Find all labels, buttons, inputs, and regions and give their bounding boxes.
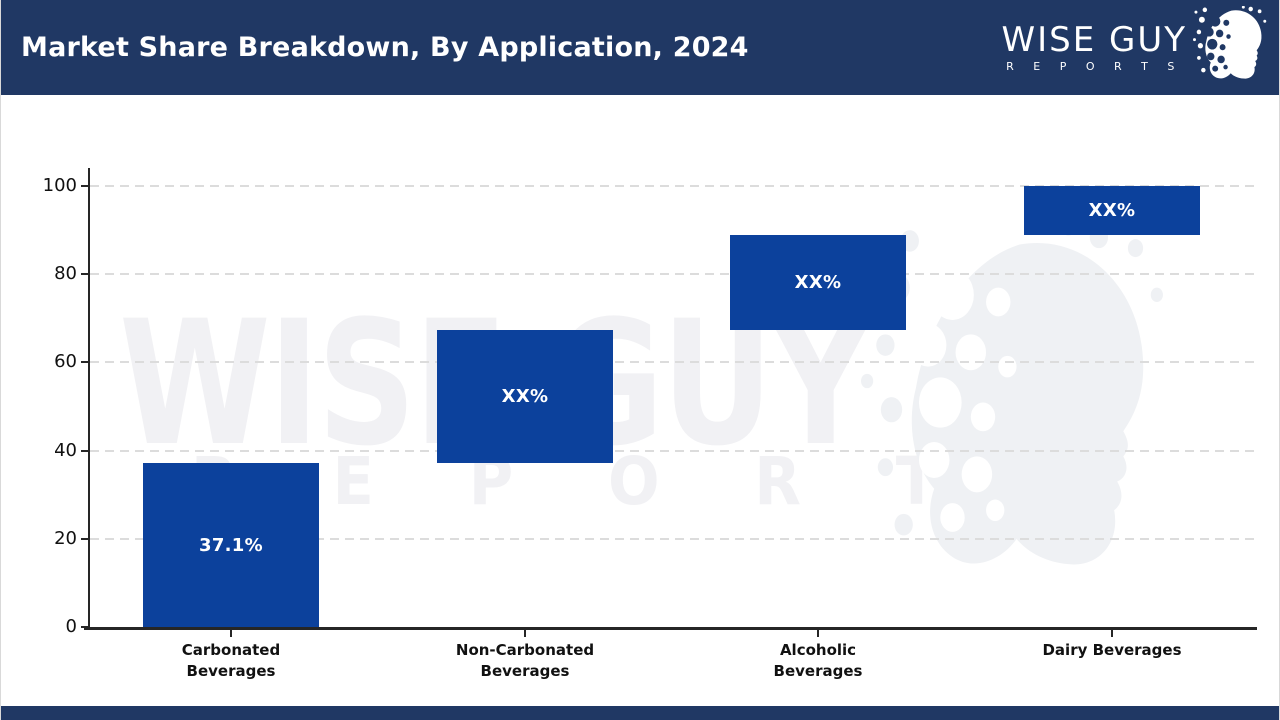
y-tick-label: 40 xyxy=(54,440,77,461)
y-axis-tick xyxy=(81,273,89,275)
page-title: Market Share Breakdown, By Application, … xyxy=(21,32,749,63)
y-tick-label: 0 xyxy=(65,616,77,637)
logo-subtext: R E P O R T S xyxy=(1006,59,1183,73)
y-axis-tick xyxy=(81,450,89,452)
watermark-face-icon xyxy=(861,223,1163,565)
x-axis-line xyxy=(84,627,1257,630)
y-axis-tick xyxy=(81,361,89,363)
y-axis-tick xyxy=(81,538,89,540)
brand-logo: WISE GUY R E P O R T S xyxy=(1001,5,1267,90)
category-label: Alcoholic Beverages xyxy=(773,641,863,680)
bar-value-label: XX% xyxy=(1088,200,1136,221)
bar-value-label: XX% xyxy=(501,386,549,407)
bar-value-label: 37.1% xyxy=(199,534,263,556)
gridline-y100 xyxy=(90,185,1257,187)
gridline-y40 xyxy=(90,450,1257,452)
y-tick-label: 80 xyxy=(54,263,77,284)
category-label: Non-Carbonated Beverages xyxy=(455,641,595,680)
logo-wordmark: WISE GUY xyxy=(1001,19,1187,60)
y-tick-label: 60 xyxy=(54,351,77,372)
y-axis-line xyxy=(88,168,90,630)
logo-face-icon xyxy=(1193,5,1267,79)
x-axis-tick xyxy=(1111,630,1113,637)
bar-4: XX% xyxy=(1024,186,1200,235)
gridline-y20 xyxy=(90,538,1257,540)
category-label: Dairy Beverages xyxy=(1042,641,1182,659)
x-axis-tick xyxy=(817,630,819,637)
gridline-y80 xyxy=(90,273,1257,275)
y-tick-label: 20 xyxy=(54,528,77,549)
x-axis-tick xyxy=(230,630,232,637)
footer-bar xyxy=(1,706,1279,720)
y-axis-tick xyxy=(81,185,89,187)
category-label: Carbonated Beverages xyxy=(181,641,281,680)
chart-area: WISE GUY R E P O R T S 0 20 40 60 80 100 37.1%… xyxy=(1,95,1279,706)
bar-2: XX% xyxy=(437,330,613,463)
header-bar: Market Share Breakdown, By Application, … xyxy=(1,0,1279,95)
logo-wordmark-block: WISE GUY R E P O R T S xyxy=(1001,23,1187,73)
x-axis-tick xyxy=(524,630,526,637)
gridline-y60 xyxy=(90,361,1257,363)
bar-3: XX% xyxy=(730,235,906,330)
bar-1: 37.1% xyxy=(143,463,319,627)
bar-value-label: XX% xyxy=(794,272,842,293)
y-tick-label: 100 xyxy=(42,175,77,196)
